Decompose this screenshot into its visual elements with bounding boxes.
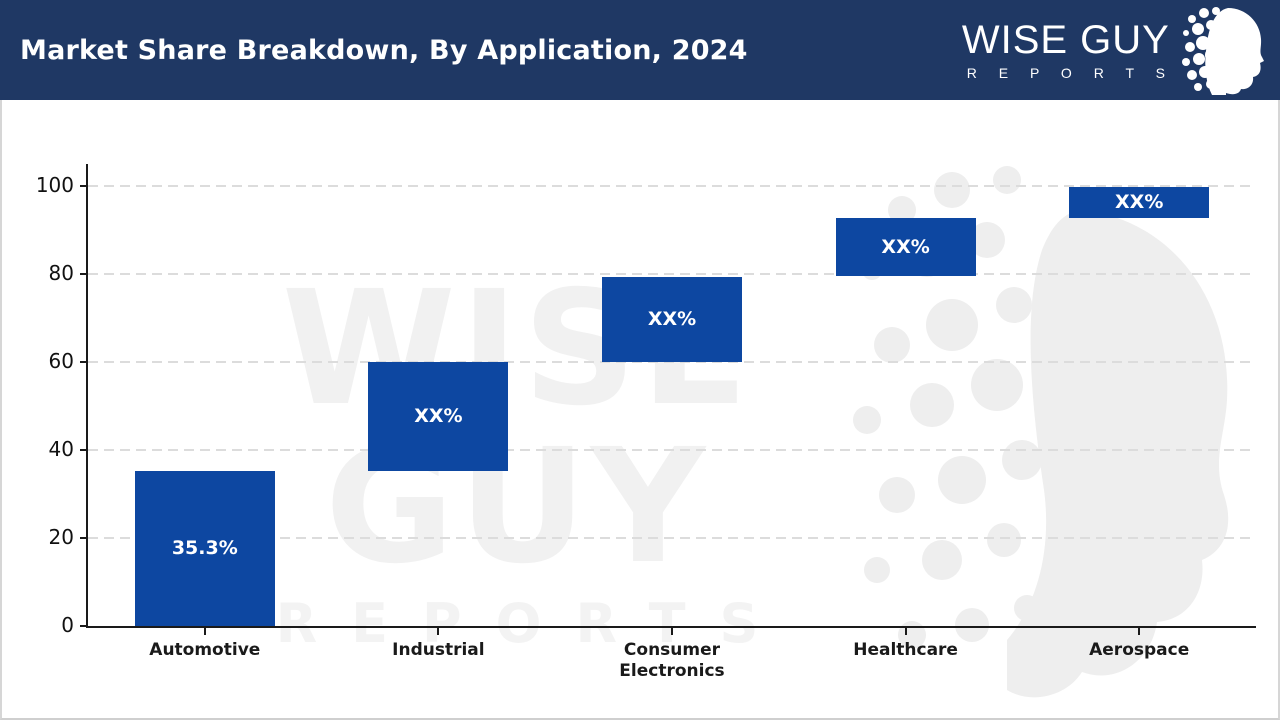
- y-tick-label-80: 80: [48, 261, 74, 285]
- bar-value-label: XX%: [1115, 191, 1164, 214]
- y-tick-80: [80, 273, 88, 275]
- logo-wordmark: WISE GUY: [961, 18, 1170, 62]
- x-tick-0: [203, 628, 206, 635]
- wise-guy-logo: WISE GUY R E P O R T S: [958, 5, 1264, 95]
- x-axis-line: [86, 626, 1256, 628]
- y-tick-label-20: 20: [48, 525, 74, 549]
- chart-header: Market Share Breakdown, By Application, …: [0, 0, 1280, 100]
- gridline-20: [88, 537, 1256, 539]
- bar-aerospace: XX%: [1069, 187, 1210, 218]
- x-tick-2: [671, 628, 673, 635]
- gridline-80: [88, 273, 1256, 275]
- x-category-label-0: Automotive: [149, 640, 261, 660]
- wise-guy-head-icon: [1182, 7, 1264, 95]
- bar-consumer-electronics: XX%: [602, 276, 742, 362]
- bar-healthcare: XX%: [835, 217, 976, 276]
- y-tick-label-40: 40: [48, 437, 74, 461]
- y-tick-60: [80, 361, 88, 363]
- gridline-60: [88, 361, 1256, 363]
- y-tick-40: [80, 449, 88, 451]
- bar-value-label: 35.3%: [171, 537, 238, 560]
- gridline-40: [88, 449, 1256, 451]
- y-tick-20: [80, 537, 88, 539]
- y-tick-100: [80, 185, 88, 187]
- x-tick-1: [437, 628, 440, 635]
- bar-value-label: XX%: [414, 405, 463, 428]
- y-axis-line: [86, 164, 88, 628]
- bar-automotive: 35.3%: [134, 470, 275, 626]
- x-category-label-3: Healthcare: [853, 640, 958, 660]
- bar-industrial: XX%: [368, 362, 509, 471]
- y-tick-label-100: 100: [35, 173, 74, 197]
- chart-area: WISE GUY REPORTS 0 20 40 60 80 100 35.3% Automo…: [0, 100, 1280, 720]
- y-tick-0: [80, 625, 88, 627]
- bar-value-label: XX%: [881, 235, 930, 258]
- x-category-label-2: Consumer Electronics: [619, 640, 725, 682]
- y-tick-label-0: 0: [61, 613, 74, 637]
- y-tick-label-60: 60: [48, 349, 74, 373]
- gridline-100: [88, 185, 1256, 187]
- page-title: Market Share Breakdown, By Application, …: [20, 34, 748, 66]
- x-category-label-1: Industrial: [392, 640, 485, 660]
- bar-value-label: XX%: [647, 308, 697, 331]
- x-tick-4: [1138, 628, 1141, 635]
- logo-subtext: R E P O R T S: [966, 65, 1174, 81]
- x-category-label-4: Aerospace: [1089, 640, 1190, 660]
- x-tick-3: [904, 628, 907, 635]
